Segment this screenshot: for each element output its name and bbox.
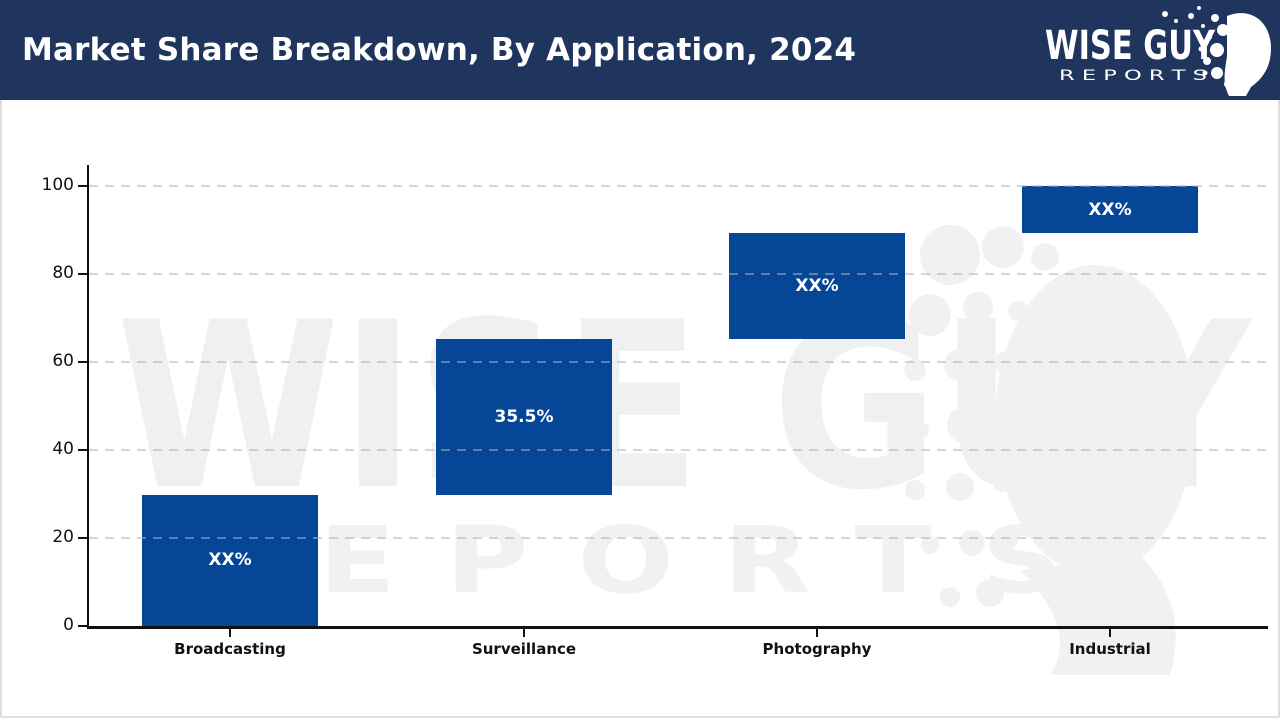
bar-industrial: XX%	[1022, 186, 1198, 234]
x-tick	[229, 629, 231, 637]
y-axis-spine	[87, 165, 89, 628]
bar-value-label: XX%	[208, 550, 252, 571]
x-axis-label-photography: Photography	[762, 640, 872, 658]
y-tick-label: 100	[41, 175, 74, 195]
bar-broadcasting: XX%	[142, 494, 318, 626]
y-tick-label: 80	[52, 263, 74, 283]
watermark-face-icon	[904, 225, 1195, 675]
y-tick-label: 40	[52, 439, 74, 459]
y-gridline	[89, 361, 1268, 363]
logo-subtitle: R E P O R T S	[1059, 68, 1207, 84]
y-tick	[78, 361, 87, 363]
x-axis-label-broadcasting: Broadcasting	[174, 640, 286, 658]
chart-title: Market Share Breakdown, By Application, …	[22, 32, 857, 68]
y-tick	[78, 625, 87, 627]
x-tick	[1109, 629, 1111, 637]
y-tick	[78, 185, 87, 187]
wise-guy-logo: WISE GUY R E P O R T S	[1045, 6, 1271, 96]
logo-face-icon	[1162, 6, 1271, 96]
watermark-line2: REPORTS	[182, 507, 1112, 610]
header: Market Share Breakdown, By Application, …	[0, 0, 1280, 100]
bar-surveillance: 35.5%	[436, 338, 612, 495]
y-tick-label: 60	[52, 351, 74, 371]
y-tick	[78, 449, 87, 451]
bar-value-label: 35.5%	[494, 406, 554, 427]
x-tick	[523, 629, 525, 637]
x-tick	[816, 629, 818, 637]
frame-bottom-line	[0, 716, 1280, 718]
bar-photography: XX%	[729, 233, 905, 339]
y-gridline	[89, 273, 1268, 275]
x-axis-spine	[87, 626, 1268, 629]
bar-value-label: XX%	[1088, 199, 1132, 220]
x-axis-label-industrial: Industrial	[1069, 640, 1151, 658]
frame-right-line	[1278, 100, 1280, 717]
y-gridline	[89, 537, 1268, 539]
y-gridline	[89, 449, 1268, 451]
y-tick	[78, 537, 87, 539]
watermark-reports: REPORTS	[182, 507, 1112, 610]
x-axis-label-surveillance: Surveillance	[471, 640, 577, 658]
frame-left-line	[0, 100, 2, 717]
y-tick-label: 0	[63, 615, 74, 635]
bar-value-label: XX%	[795, 275, 839, 296]
y-tick	[78, 273, 87, 275]
y-tick-label: 20	[52, 527, 74, 547]
y-gridline	[89, 185, 1268, 187]
logo-wordmark: WISE GUY	[1045, 23, 1216, 69]
